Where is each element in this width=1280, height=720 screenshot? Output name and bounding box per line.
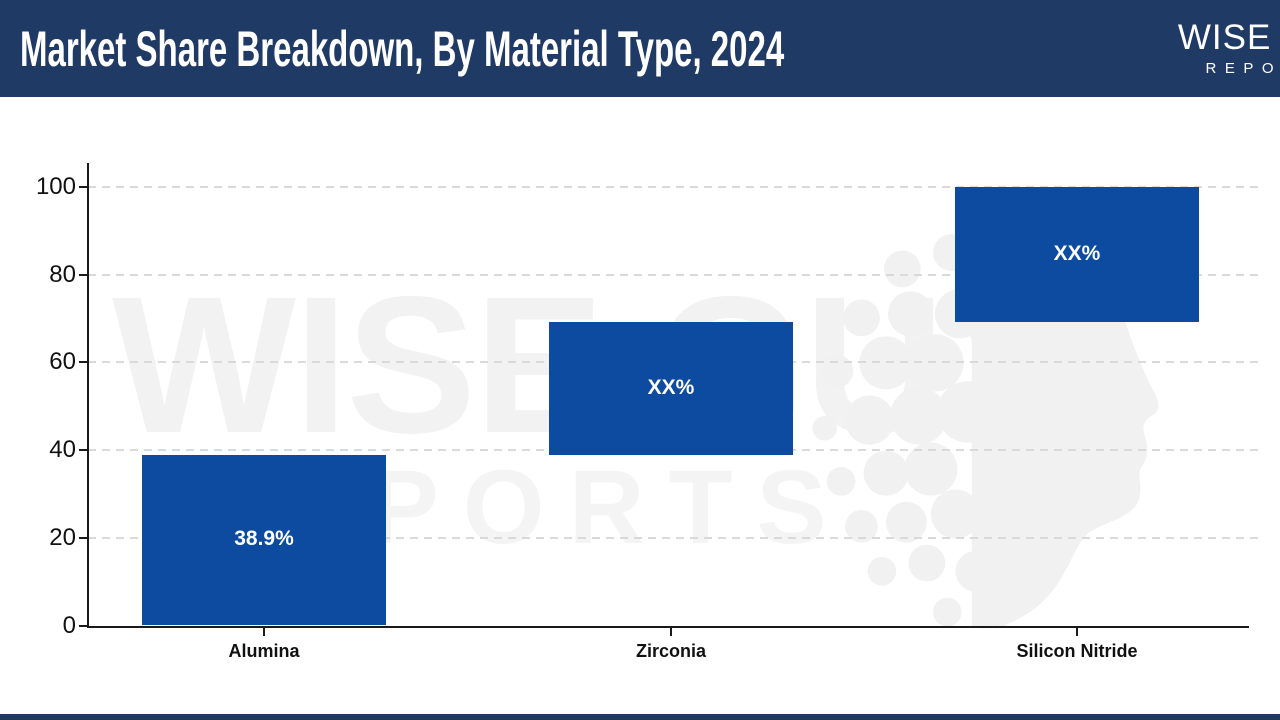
bar-value-label: 38.9% xyxy=(234,527,294,551)
y-axis-tick-label: 60 xyxy=(49,348,76,376)
x-axis-tick-mark xyxy=(670,627,672,636)
y-axis-tick-mark xyxy=(79,273,87,276)
footer-bar xyxy=(0,714,1280,720)
bar-silicon-nitride: XX% xyxy=(955,186,1199,323)
x-axis-line xyxy=(87,625,1249,628)
y-axis-tick-mark xyxy=(79,361,87,364)
y-axis-tick-label: 80 xyxy=(49,260,76,288)
logo-text: WISE GUY REPORTS xyxy=(1177,18,1280,77)
y-axis-tick-label: 100 xyxy=(35,172,76,200)
gridline-80 xyxy=(88,273,1258,276)
x-axis-category-label: Alumina xyxy=(228,640,300,661)
gridline-20 xyxy=(88,536,1258,539)
y-axis-tick-mark xyxy=(79,536,87,539)
bar-alumina: 38.9% xyxy=(142,454,386,626)
y-axis-tick-label: 20 xyxy=(49,523,76,551)
chart-plot-area: 0 20 40 60 80 100 38.9% Alumina XX% Zirconia XX% Si… xyxy=(0,97,1280,714)
logo-wordmark: WISE GUY xyxy=(1177,18,1280,58)
bar-value-label: XX% xyxy=(647,375,695,399)
header-bar: Market Share Breakdown, By Material Type… xyxy=(0,0,1280,97)
wiseguy-logo: WISE GUY REPORTS xyxy=(1178,9,1280,88)
x-axis-category-label: Silicon Nitride xyxy=(1016,640,1138,661)
y-axis-tick-label: 40 xyxy=(49,436,76,464)
x-axis-tick-mark xyxy=(263,627,265,636)
gridline-100 xyxy=(88,185,1258,188)
bar-value-label: XX% xyxy=(1053,241,1101,265)
bar-zirconia: XX% xyxy=(549,322,793,455)
y-axis-line xyxy=(87,163,89,628)
page-title: Market Share Breakdown, By Material Type… xyxy=(20,20,785,77)
y-axis-tick-mark xyxy=(79,449,87,452)
x-axis-category-label: Zirconia xyxy=(635,640,706,661)
y-axis-tick-mark xyxy=(79,185,87,188)
x-axis-tick-mark xyxy=(1076,627,1078,636)
y-axis-tick-label: 0 xyxy=(62,611,76,639)
y-axis-tick-mark xyxy=(79,624,87,627)
logo-subtitle: REPORTS xyxy=(1205,59,1280,77)
